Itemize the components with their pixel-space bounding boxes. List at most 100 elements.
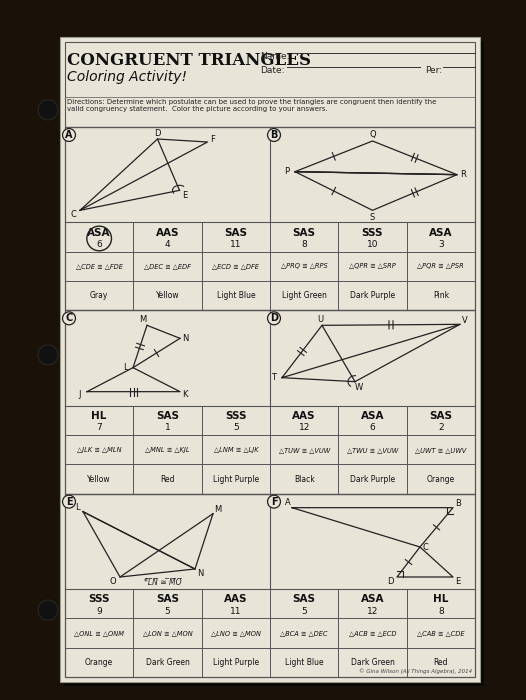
Text: SAS: SAS (292, 228, 316, 237)
Bar (65, 127, 475, 310)
Text: Pink: Pink (433, 291, 449, 300)
Text: SSS: SSS (362, 228, 383, 237)
Text: P: P (285, 167, 289, 176)
Text: 6: 6 (370, 424, 376, 432)
Text: △BCA ≅ △DEC: △BCA ≅ △DEC (280, 630, 328, 636)
Text: Light Blue: Light Blue (285, 658, 323, 667)
Text: E: E (66, 497, 72, 507)
Text: F: F (210, 136, 215, 144)
Text: W: W (355, 383, 363, 392)
FancyBboxPatch shape (64, 41, 484, 686)
Bar (65, 310, 475, 494)
Text: Yellow: Yellow (87, 475, 111, 484)
Text: △UWT ≅ △UWV: △UWT ≅ △UWV (415, 447, 467, 453)
Text: L: L (75, 503, 79, 512)
Text: Orange: Orange (85, 658, 113, 667)
Text: Name:: Name: (260, 52, 289, 61)
Text: HL: HL (92, 411, 107, 421)
Text: Light Purple: Light Purple (213, 475, 259, 484)
Text: CONGRUENT TRIANGLES: CONGRUENT TRIANGLES (67, 52, 311, 69)
Text: ASA: ASA (429, 228, 452, 237)
Bar (65, 42, 475, 127)
Text: SSS: SSS (88, 594, 110, 604)
Text: △ONL ≅ △ONM: △ONL ≅ △ONM (74, 630, 124, 636)
Text: 8: 8 (438, 606, 444, 615)
Text: F: F (271, 497, 277, 507)
Text: Gray: Gray (90, 291, 108, 300)
Text: △PRQ ≅ △RPS: △PRQ ≅ △RPS (281, 263, 328, 270)
Text: A: A (285, 498, 291, 508)
Text: 12: 12 (298, 424, 310, 432)
Text: SAS: SAS (224, 228, 247, 237)
Text: 4: 4 (165, 240, 170, 248)
Text: △LNM ≅ △LJK: △LNM ≅ △LJK (214, 447, 258, 453)
Text: Light Purple: Light Purple (213, 658, 259, 667)
Text: ASA: ASA (87, 228, 111, 237)
Text: △LNO ≅ △MON: △LNO ≅ △MON (211, 630, 261, 636)
Text: △TUW ≅ △VUW: △TUW ≅ △VUW (279, 447, 330, 453)
Text: Dark Green: Dark Green (146, 658, 189, 667)
Text: △CDE ≅ △FDE: △CDE ≅ △FDE (76, 263, 123, 270)
Text: ASA: ASA (361, 594, 385, 604)
Text: Dark Green: Dark Green (350, 658, 394, 667)
Text: Light Blue: Light Blue (217, 291, 255, 300)
Text: D: D (154, 129, 161, 137)
Text: T: T (271, 373, 277, 382)
Text: 11: 11 (230, 240, 241, 248)
Text: SAS: SAS (292, 594, 316, 604)
FancyBboxPatch shape (60, 37, 480, 682)
Text: N: N (182, 334, 188, 343)
Text: 11: 11 (230, 606, 241, 615)
Text: N: N (197, 570, 203, 578)
Text: Coloring Activity!: Coloring Activity! (67, 70, 187, 84)
Circle shape (38, 100, 58, 120)
Text: Red: Red (160, 475, 175, 484)
Text: SAS: SAS (156, 411, 179, 421)
Text: 7: 7 (96, 424, 102, 432)
Text: Red: Red (433, 658, 448, 667)
Text: HL: HL (433, 594, 449, 604)
Text: *̅L̅N̅ ≅ ̅M̅O̅: *̅L̅N̅ ≅ ̅M̅O̅ (144, 578, 181, 587)
Text: AAS: AAS (224, 594, 248, 604)
Text: 5: 5 (233, 424, 239, 432)
Text: SSS: SSS (225, 411, 247, 421)
Text: J: J (79, 390, 81, 399)
Text: Dark Purple: Dark Purple (350, 475, 395, 484)
Text: △JLK ≅ △MLN: △JLK ≅ △MLN (77, 447, 122, 453)
Text: O: O (110, 578, 116, 587)
Text: 3: 3 (438, 240, 444, 248)
Text: Directions: Determine which postulate can be used to prove the triangles are con: Directions: Determine which postulate ca… (67, 99, 437, 112)
Text: M: M (215, 505, 221, 514)
Text: K: K (182, 390, 188, 399)
Text: Date:: Date: (260, 66, 285, 75)
Circle shape (38, 345, 58, 365)
Text: AAS: AAS (156, 228, 179, 237)
Text: Orange: Orange (427, 475, 455, 484)
Text: 12: 12 (367, 606, 378, 615)
Text: 9: 9 (96, 606, 102, 615)
Text: C: C (65, 314, 73, 323)
Text: L: L (123, 363, 127, 372)
Text: AAS: AAS (292, 411, 316, 421)
Text: Yellow: Yellow (156, 291, 179, 300)
Text: B: B (270, 130, 278, 140)
Circle shape (38, 600, 58, 620)
Text: D: D (387, 578, 393, 587)
Text: C: C (422, 542, 428, 552)
Text: 6: 6 (96, 240, 102, 248)
Text: 8: 8 (301, 240, 307, 248)
Text: V: V (462, 316, 468, 325)
Text: C: C (70, 210, 76, 219)
Text: B: B (455, 499, 461, 508)
Text: △DEC ≅ △EDF: △DEC ≅ △EDF (144, 263, 191, 270)
Text: 10: 10 (367, 240, 378, 248)
Text: Q: Q (369, 130, 376, 139)
Text: D: D (270, 314, 278, 323)
Text: △QPR ≅ △SRP: △QPR ≅ △SRP (349, 263, 396, 270)
Text: E: E (182, 191, 187, 200)
Text: 5: 5 (301, 606, 307, 615)
Text: △PQR ≅ △PSR: △PQR ≅ △PSR (418, 263, 464, 270)
Text: E: E (456, 577, 461, 585)
Text: S: S (370, 213, 375, 222)
Text: 1: 1 (165, 424, 170, 432)
